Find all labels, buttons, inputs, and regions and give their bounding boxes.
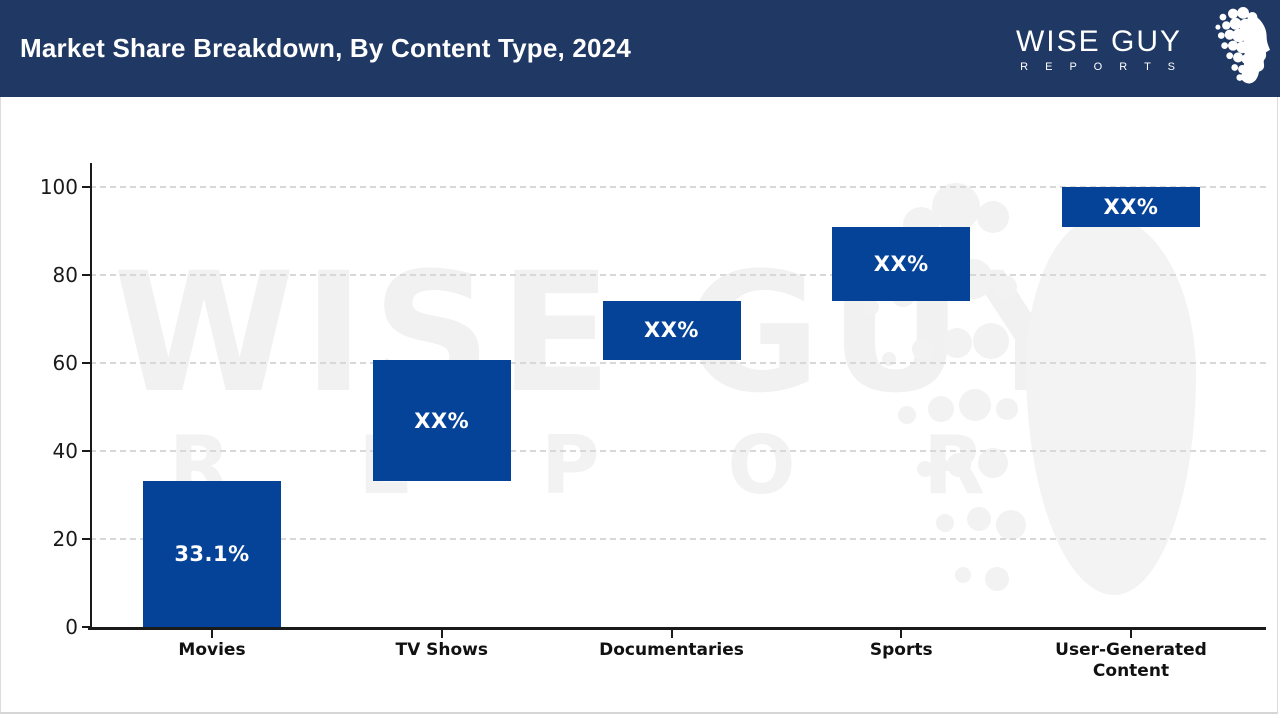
- x-category-label: TV Shows: [395, 640, 489, 660]
- watermark-dot: [932, 183, 980, 231]
- x-tick-3: [900, 630, 903, 638]
- gridline-40: [90, 450, 1266, 452]
- watermark-dot: [959, 389, 991, 421]
- watermark-dot: [912, 338, 934, 360]
- watermark-dot: [996, 398, 1018, 420]
- brand-name: WISE GUY: [1015, 24, 1182, 58]
- watermark-dot: [977, 201, 1009, 233]
- y-tick-60: [82, 362, 90, 364]
- y-tick-label-20: 20: [52, 527, 78, 551]
- brand-logo: WISE GUY R E P O R T S: [1016, 6, 1270, 92]
- y-tick-40: [82, 450, 90, 452]
- watermark-dot: [917, 461, 933, 477]
- gridline-20: [90, 538, 1266, 540]
- y-tick-100: [82, 186, 90, 188]
- watermark-dot: [978, 448, 1008, 478]
- bar-value-label: XX%: [414, 408, 470, 433]
- y-tick-label-60: 60: [52, 351, 78, 375]
- y-tick-label-80: 80: [52, 263, 78, 287]
- x-tick-0: [211, 630, 213, 638]
- gridline-80: [90, 274, 1266, 276]
- chart-title: Market Share Breakdown, By Content Type,…: [20, 33, 632, 63]
- y-tick-label-40: 40: [52, 439, 78, 463]
- y-tick-label-100: 100: [39, 175, 78, 199]
- y-tick-label-0: 0: [65, 615, 78, 639]
- y-tick-20: [82, 538, 90, 540]
- gridline-100: [90, 186, 1266, 188]
- watermark-dot: [996, 510, 1026, 540]
- bar-sports: XX%: [832, 227, 971, 301]
- bar-value-label: XX%: [873, 251, 929, 276]
- watermark-dot: [942, 328, 972, 358]
- x-tick-4: [1130, 630, 1132, 638]
- watermark-dot: [973, 323, 1009, 359]
- watermark-dot: [985, 567, 1009, 591]
- watermark-dot: [928, 396, 954, 422]
- y-axis-line: [90, 163, 92, 630]
- bar-value-label: XX%: [1103, 195, 1159, 220]
- x-category-label: Movies: [178, 640, 246, 660]
- bar-value-label: XX%: [644, 318, 699, 343]
- brand-subtitle: R E P O R T S: [1020, 60, 1182, 73]
- y-tick-80: [82, 274, 90, 276]
- x-axis-line: [88, 627, 1266, 630]
- y-tick-0: [82, 626, 90, 628]
- x-tick-1: [440, 630, 443, 638]
- bar-user-generated-content: XX%: [1062, 187, 1200, 228]
- plot-area: WISE GUY R E P O R T S 02040608010033.1%…: [0, 97, 1278, 714]
- brand-face-icon: [1215, 6, 1270, 83]
- bar-documentaries: XX%: [602, 300, 741, 361]
- watermark-dot: [863, 299, 879, 315]
- x-category-label: Documentaries: [599, 640, 744, 660]
- x-tick-2: [670, 630, 673, 638]
- x-category-label: Sports: [869, 640, 933, 660]
- bar-movies: 33.1%: [143, 481, 281, 627]
- watermark-dot: [955, 567, 971, 583]
- bar-value-label: 33.1%: [174, 542, 250, 567]
- watermark-dot: [993, 275, 1017, 299]
- watermark-dot: [898, 406, 916, 424]
- gridline-60: [90, 362, 1266, 364]
- x-category-label: User-Generated Content: [1055, 640, 1207, 682]
- watermark-dot: [947, 453, 971, 477]
- watermark-subtext: R E P O R T S: [169, 419, 1277, 512]
- header: Market Share Breakdown, By Content Type,…: [0, 0, 1280, 97]
- bar-tv-shows: XX%: [372, 360, 511, 482]
- watermark-dot: [936, 514, 954, 532]
- brand-text: WISE GUY R E P O R T S: [1016, 25, 1182, 73]
- watermark-dot: [967, 507, 991, 531]
